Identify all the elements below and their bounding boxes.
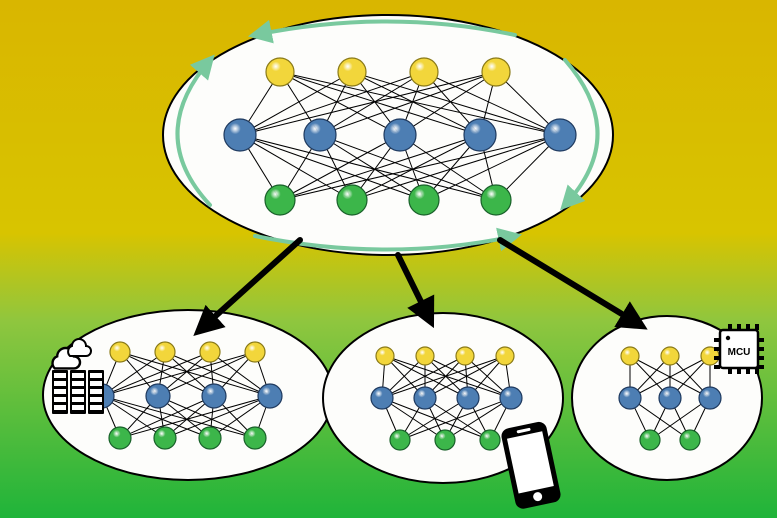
node-top [661, 347, 679, 365]
node-mid [457, 387, 479, 409]
node-bot [435, 430, 455, 450]
node-mid [258, 384, 282, 408]
node-mid [146, 384, 170, 408]
node-bot [481, 185, 511, 215]
node-bot [640, 430, 660, 450]
node-mid [414, 387, 436, 409]
node-bot [480, 430, 500, 450]
node-top [496, 347, 514, 365]
node-mid [464, 119, 496, 151]
node-bot [337, 185, 367, 215]
node-mid [500, 387, 522, 409]
node-top [155, 342, 175, 362]
node-top [110, 342, 130, 362]
node-mid [619, 387, 641, 409]
mcu-chip-icon: MCU [714, 324, 764, 374]
subnet-cloud [43, 310, 333, 480]
node-mid [699, 387, 721, 409]
node-bot [199, 427, 221, 449]
node-mid [304, 119, 336, 151]
node-top [200, 342, 220, 362]
node-bot [390, 430, 410, 450]
node-mid [371, 387, 393, 409]
diagram-canvas: MCU [0, 0, 777, 518]
node-bot [109, 427, 131, 449]
subnet-ellipse [43, 310, 333, 480]
node-top [266, 58, 294, 86]
node-top [456, 347, 474, 365]
node-top [338, 58, 366, 86]
node-mid [224, 119, 256, 151]
node-top [621, 347, 639, 365]
node-bot [409, 185, 439, 215]
mcu-label: MCU [728, 347, 751, 358]
node-top [245, 342, 265, 362]
node-bot [680, 430, 700, 450]
supernet [163, 15, 613, 255]
node-bot [265, 185, 295, 215]
node-bot [244, 427, 266, 449]
node-top [376, 347, 394, 365]
node-top [482, 58, 510, 86]
node-bot [154, 427, 176, 449]
node-mid [384, 119, 416, 151]
node-mid [544, 119, 576, 151]
node-mid [659, 387, 681, 409]
node-top [410, 58, 438, 86]
node-mid [202, 384, 226, 408]
node-top [416, 347, 434, 365]
